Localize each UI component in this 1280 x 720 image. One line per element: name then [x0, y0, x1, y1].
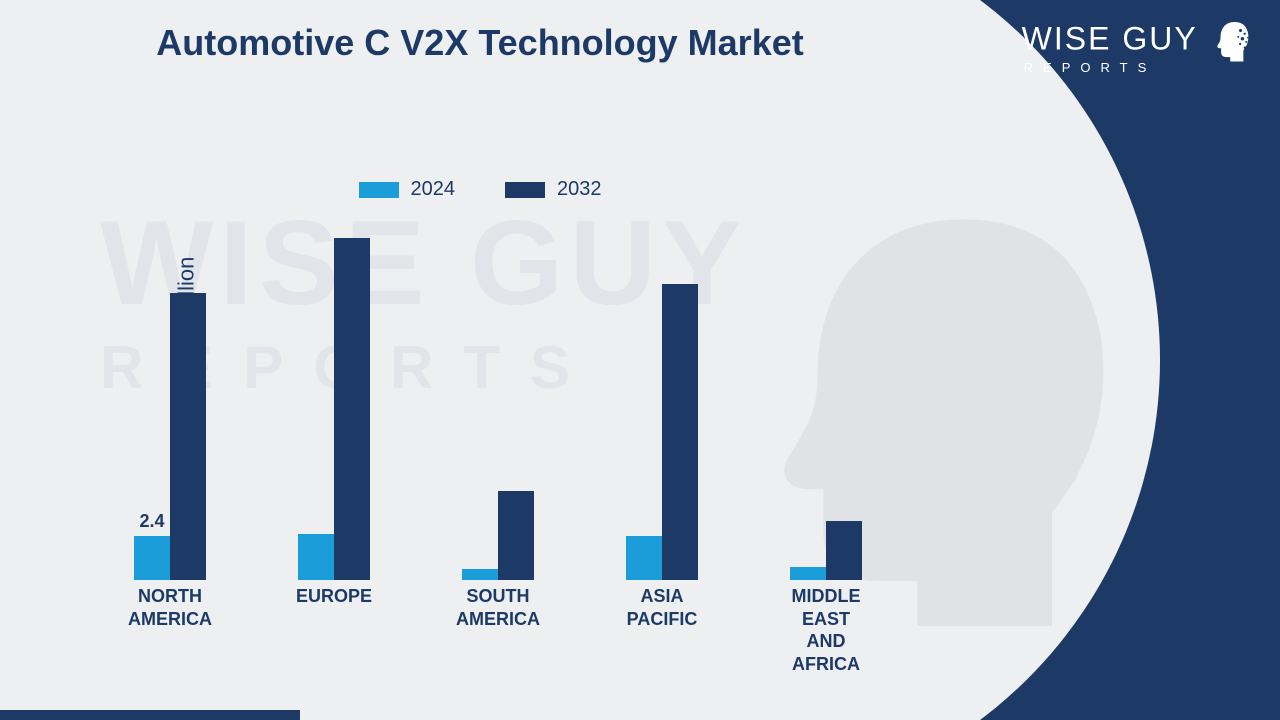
legend-label-2032: 2032: [557, 178, 602, 201]
legend-swatch-2032: [505, 182, 545, 198]
logo-line2: REPORTS: [1022, 60, 1250, 75]
chart-plot-area: 2.4: [110, 210, 930, 580]
bar-group: [438, 491, 558, 580]
legend-item-2024: 2024: [359, 178, 456, 201]
x-category-label: SOUTHAMERICA: [438, 585, 558, 630]
bar-2032: [662, 284, 698, 580]
bar-2032: [170, 293, 206, 580]
bar-2024: [790, 567, 826, 580]
bar-2032: [498, 491, 534, 580]
bar-2032: [826, 521, 862, 580]
bar-2032: [334, 238, 370, 580]
bar-group: 2.4: [110, 293, 230, 580]
x-category-label: NORTHAMERICA: [110, 585, 230, 630]
footer-accent-bar: [0, 710, 300, 720]
bar-group: [766, 521, 886, 580]
bar-group: [602, 284, 722, 580]
logo-head-icon: [1212, 20, 1250, 62]
x-category-label: ASIAPACIFIC: [602, 585, 722, 630]
bar-group: [274, 238, 394, 580]
brand-logo: WISE GUY REPORTS: [1022, 20, 1250, 75]
x-category-label: MIDDLEEASTANDAFRICA: [766, 585, 886, 675]
chart-title: Automotive C V2X Technology Market: [0, 22, 960, 64]
legend-item-2032: 2032: [505, 178, 602, 201]
bar-value-label: 2.4: [139, 511, 164, 532]
legend-label-2024: 2024: [411, 178, 456, 201]
bar-2024: [626, 536, 662, 580]
x-axis-labels: NORTHAMERICA EUROPE SOUTHAMERICA ASIAPACIFI…: [110, 585, 930, 695]
bar-2024: 2.4: [134, 536, 170, 580]
legend: 2024 2032: [0, 178, 960, 201]
page-root: WISE GUY REPORTS Automotive C V2X Techno…: [0, 0, 1280, 720]
right-brand-panel: [970, 0, 1280, 720]
bar-2024: [298, 534, 334, 580]
bar-2024: [462, 569, 498, 580]
logo-line1: WISE GUY: [1022, 20, 1197, 56]
x-category-label: EUROPE: [274, 585, 394, 608]
legend-swatch-2024: [359, 182, 399, 198]
